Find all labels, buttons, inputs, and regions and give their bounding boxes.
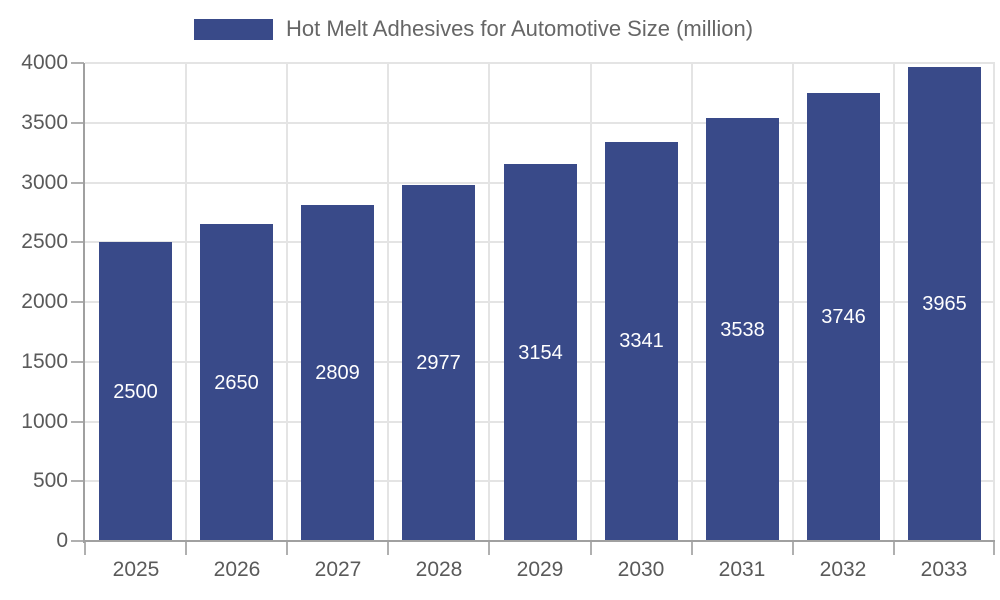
y-axis-tick — [71, 122, 84, 124]
bar-2026[interactable] — [200, 224, 273, 541]
x-tick-label: 2027 — [314, 558, 362, 581]
bar-2025[interactable] — [99, 242, 172, 541]
y-tick-label: 2500 — [21, 230, 68, 253]
x-tick-label: 2026 — [213, 558, 261, 581]
y-tick-label: 1500 — [21, 350, 68, 373]
x-axis-tick — [387, 542, 389, 555]
gridline-horizontal — [85, 62, 995, 64]
gridline-vertical — [488, 63, 490, 541]
bar-2027[interactable] — [301, 205, 374, 541]
x-tick-label: 2033 — [920, 558, 968, 581]
bar-2030[interactable] — [605, 142, 678, 541]
gridline-vertical — [590, 63, 592, 541]
bar-2029[interactable] — [504, 164, 577, 541]
x-axis-tick — [893, 542, 895, 555]
gridline-vertical — [387, 63, 389, 541]
x-axis-tick — [590, 542, 592, 555]
bar-2031[interactable] — [706, 118, 779, 541]
y-axis-tick — [71, 421, 84, 423]
x-axis-tick — [286, 542, 288, 555]
y-axis-tick — [71, 182, 84, 184]
y-axis-tick — [71, 62, 84, 64]
x-tick-label: 2028 — [415, 558, 463, 581]
bar-2033[interactable] — [908, 67, 981, 541]
x-axis-tick — [488, 542, 490, 555]
y-tick-label: 3500 — [21, 111, 68, 134]
x-axis-tick — [84, 542, 86, 555]
gridline-vertical — [993, 63, 995, 541]
y-axis-tick — [71, 241, 84, 243]
x-tick-label: 2032 — [819, 558, 867, 581]
x-tick-label: 2025 — [112, 558, 160, 581]
x-axis-line — [83, 540, 995, 542]
gridline-vertical — [691, 63, 693, 541]
x-axis-tick — [993, 542, 995, 555]
y-tick-label: 500 — [32, 469, 68, 492]
gridline-vertical — [792, 63, 794, 541]
x-axis-tick — [792, 542, 794, 555]
gridline-vertical — [286, 63, 288, 541]
y-axis-line — [83, 63, 85, 543]
x-tick-label: 2030 — [617, 558, 665, 581]
y-axis-tick — [71, 540, 84, 542]
bar-2028[interactable] — [402, 185, 475, 541]
gridline-horizontal — [85, 122, 995, 124]
legend-item[interactable]: Hot Melt Adhesives for Automotive Size (… — [194, 14, 753, 44]
legend-label: Hot Melt Adhesives for Automotive Size (… — [286, 16, 754, 41]
legend-swatch-icon — [194, 18, 273, 40]
y-tick-label: 3000 — [21, 171, 68, 194]
x-axis-tick — [691, 542, 693, 555]
x-axis-tick — [185, 542, 187, 555]
y-axis-tick — [71, 361, 84, 363]
y-tick-label: 2000 — [21, 290, 68, 313]
y-axis-tick — [71, 480, 84, 482]
y-axis-tick — [71, 301, 84, 303]
y-tick-label: 4000 — [21, 51, 68, 74]
gridline-vertical — [185, 63, 187, 541]
gridline-vertical — [893, 63, 895, 541]
bar-2032[interactable] — [807, 93, 880, 541]
y-tick-label: 1000 — [21, 410, 68, 433]
y-tick-label: 0 — [56, 529, 68, 552]
x-tick-label: 2029 — [516, 558, 564, 581]
x-tick-label: 2031 — [718, 558, 766, 581]
